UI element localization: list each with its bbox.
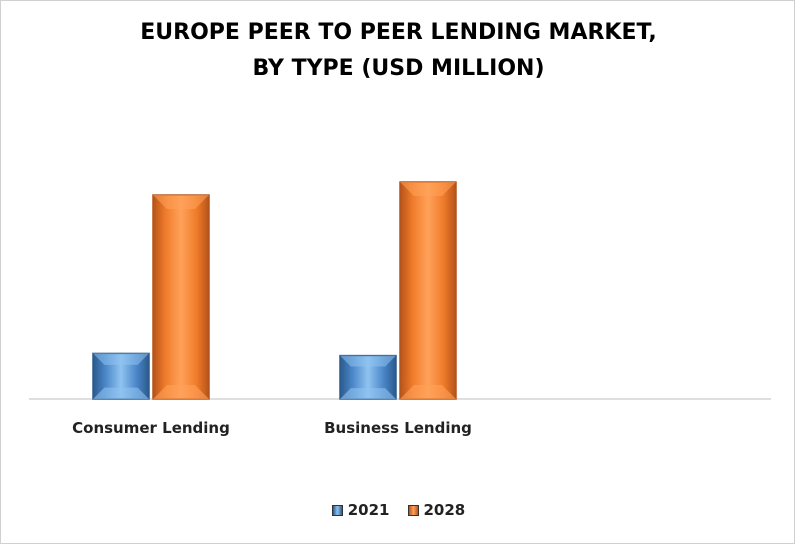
legend-item-2021: 2021 bbox=[331, 501, 390, 519]
bar-bevel-business-lending-2021 bbox=[340, 355, 396, 367]
bar-base-business-lending-2028 bbox=[400, 385, 456, 399]
bar-bevel-consumer-lending-2021 bbox=[93, 353, 149, 365]
bar-base-consumer-lending-2028 bbox=[153, 385, 209, 399]
legend-label-2021: 2021 bbox=[347, 501, 390, 519]
bar-base-business-lending-2021 bbox=[340, 388, 396, 399]
legend-swatch-2021 bbox=[331, 504, 343, 516]
bar-consumer-lending-2028 bbox=[152, 194, 210, 400]
chart-title-line-1: EUROPE PEER TO PEER LENDING MARKET, bbox=[140, 20, 657, 45]
legend-item-2028: 2028 bbox=[407, 501, 466, 519]
chart-title: EUROPE PEER TO PEER LENDING MARKET, BY T… bbox=[1, 15, 795, 87]
category-label-consumer-lending: Consumer Lending bbox=[72, 419, 230, 437]
chart-title-line-2: BY TYPE (USD MILLION) bbox=[252, 56, 545, 81]
legend: 2021 2028 bbox=[1, 501, 795, 519]
legend-swatch-2028 bbox=[407, 504, 419, 516]
category-label-business-lending: Business Lending bbox=[324, 419, 472, 437]
bar-business-lending-2028 bbox=[399, 181, 457, 400]
bar-bevel-business-lending-2028 bbox=[400, 182, 456, 197]
bar-bevel-consumer-lending-2028 bbox=[153, 195, 209, 210]
legend-label-2028: 2028 bbox=[423, 501, 466, 519]
bar-base-consumer-lending-2021 bbox=[93, 387, 149, 399]
